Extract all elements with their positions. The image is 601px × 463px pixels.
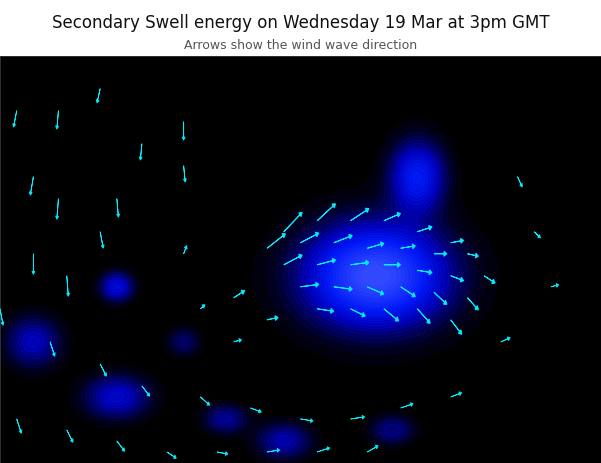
FancyArrow shape bbox=[434, 251, 447, 256]
FancyArrow shape bbox=[417, 225, 432, 232]
FancyArrow shape bbox=[501, 337, 510, 342]
FancyArrow shape bbox=[117, 199, 120, 217]
Text: Arrows show the wind wave direction: Arrows show the wind wave direction bbox=[184, 39, 417, 52]
FancyArrow shape bbox=[251, 408, 261, 413]
FancyArrow shape bbox=[451, 238, 463, 244]
FancyArrow shape bbox=[300, 419, 313, 423]
FancyArrow shape bbox=[217, 452, 228, 456]
FancyArrow shape bbox=[267, 316, 278, 320]
FancyArrow shape bbox=[67, 430, 73, 442]
FancyArrow shape bbox=[451, 276, 463, 282]
FancyArrow shape bbox=[417, 309, 430, 323]
FancyArrow shape bbox=[13, 111, 17, 127]
FancyArrow shape bbox=[451, 320, 462, 334]
FancyArrow shape bbox=[484, 276, 495, 283]
FancyArrow shape bbox=[334, 234, 352, 243]
FancyArrow shape bbox=[401, 244, 415, 249]
FancyArrow shape bbox=[367, 242, 384, 248]
FancyArrow shape bbox=[200, 305, 205, 309]
FancyArrow shape bbox=[401, 403, 413, 408]
FancyArrow shape bbox=[468, 298, 478, 310]
FancyArrow shape bbox=[417, 270, 432, 275]
FancyArrow shape bbox=[67, 276, 70, 296]
FancyArrow shape bbox=[317, 204, 335, 221]
FancyArrow shape bbox=[139, 144, 142, 160]
FancyArrow shape bbox=[300, 232, 319, 243]
FancyArrow shape bbox=[56, 199, 58, 219]
FancyArrow shape bbox=[384, 263, 400, 267]
FancyArrow shape bbox=[284, 254, 302, 265]
FancyArrow shape bbox=[50, 342, 55, 357]
FancyArrow shape bbox=[267, 448, 279, 452]
FancyArrow shape bbox=[267, 234, 285, 248]
FancyArrow shape bbox=[384, 213, 400, 221]
FancyArrow shape bbox=[96, 88, 100, 103]
FancyArrow shape bbox=[284, 213, 302, 232]
FancyArrow shape bbox=[100, 232, 104, 248]
FancyArrow shape bbox=[56, 111, 58, 129]
FancyArrow shape bbox=[167, 452, 176, 458]
FancyArrow shape bbox=[17, 419, 22, 433]
FancyArrow shape bbox=[367, 445, 378, 452]
Text: Secondary Swell energy on Wednesday 19 Mar at 3pm GMT: Secondary Swell energy on Wednesday 19 M… bbox=[52, 14, 549, 32]
FancyArrow shape bbox=[29, 177, 34, 195]
FancyArrow shape bbox=[534, 232, 540, 238]
FancyArrow shape bbox=[117, 441, 124, 451]
FancyArrow shape bbox=[434, 292, 447, 305]
FancyArrow shape bbox=[334, 287, 352, 291]
FancyArrow shape bbox=[184, 245, 187, 254]
FancyArrow shape bbox=[451, 392, 462, 397]
FancyArrow shape bbox=[317, 308, 334, 313]
FancyArrow shape bbox=[183, 166, 186, 182]
FancyArrow shape bbox=[32, 254, 35, 275]
FancyArrow shape bbox=[350, 415, 365, 419]
FancyArrow shape bbox=[367, 287, 384, 295]
FancyArrow shape bbox=[100, 364, 106, 376]
FancyArrow shape bbox=[234, 338, 242, 342]
FancyArrow shape bbox=[317, 447, 330, 452]
FancyArrow shape bbox=[517, 177, 522, 187]
FancyArrow shape bbox=[234, 290, 245, 298]
FancyArrow shape bbox=[0, 309, 4, 325]
FancyArrow shape bbox=[182, 122, 185, 140]
FancyArrow shape bbox=[350, 309, 365, 317]
FancyArrow shape bbox=[401, 287, 415, 297]
FancyArrow shape bbox=[142, 386, 150, 396]
FancyArrow shape bbox=[300, 282, 319, 287]
FancyArrow shape bbox=[350, 208, 369, 221]
FancyArrow shape bbox=[317, 258, 335, 265]
FancyArrow shape bbox=[350, 260, 369, 265]
FancyArrow shape bbox=[200, 397, 210, 405]
FancyArrow shape bbox=[468, 253, 478, 258]
FancyArrow shape bbox=[384, 309, 398, 321]
FancyArrow shape bbox=[551, 283, 559, 287]
